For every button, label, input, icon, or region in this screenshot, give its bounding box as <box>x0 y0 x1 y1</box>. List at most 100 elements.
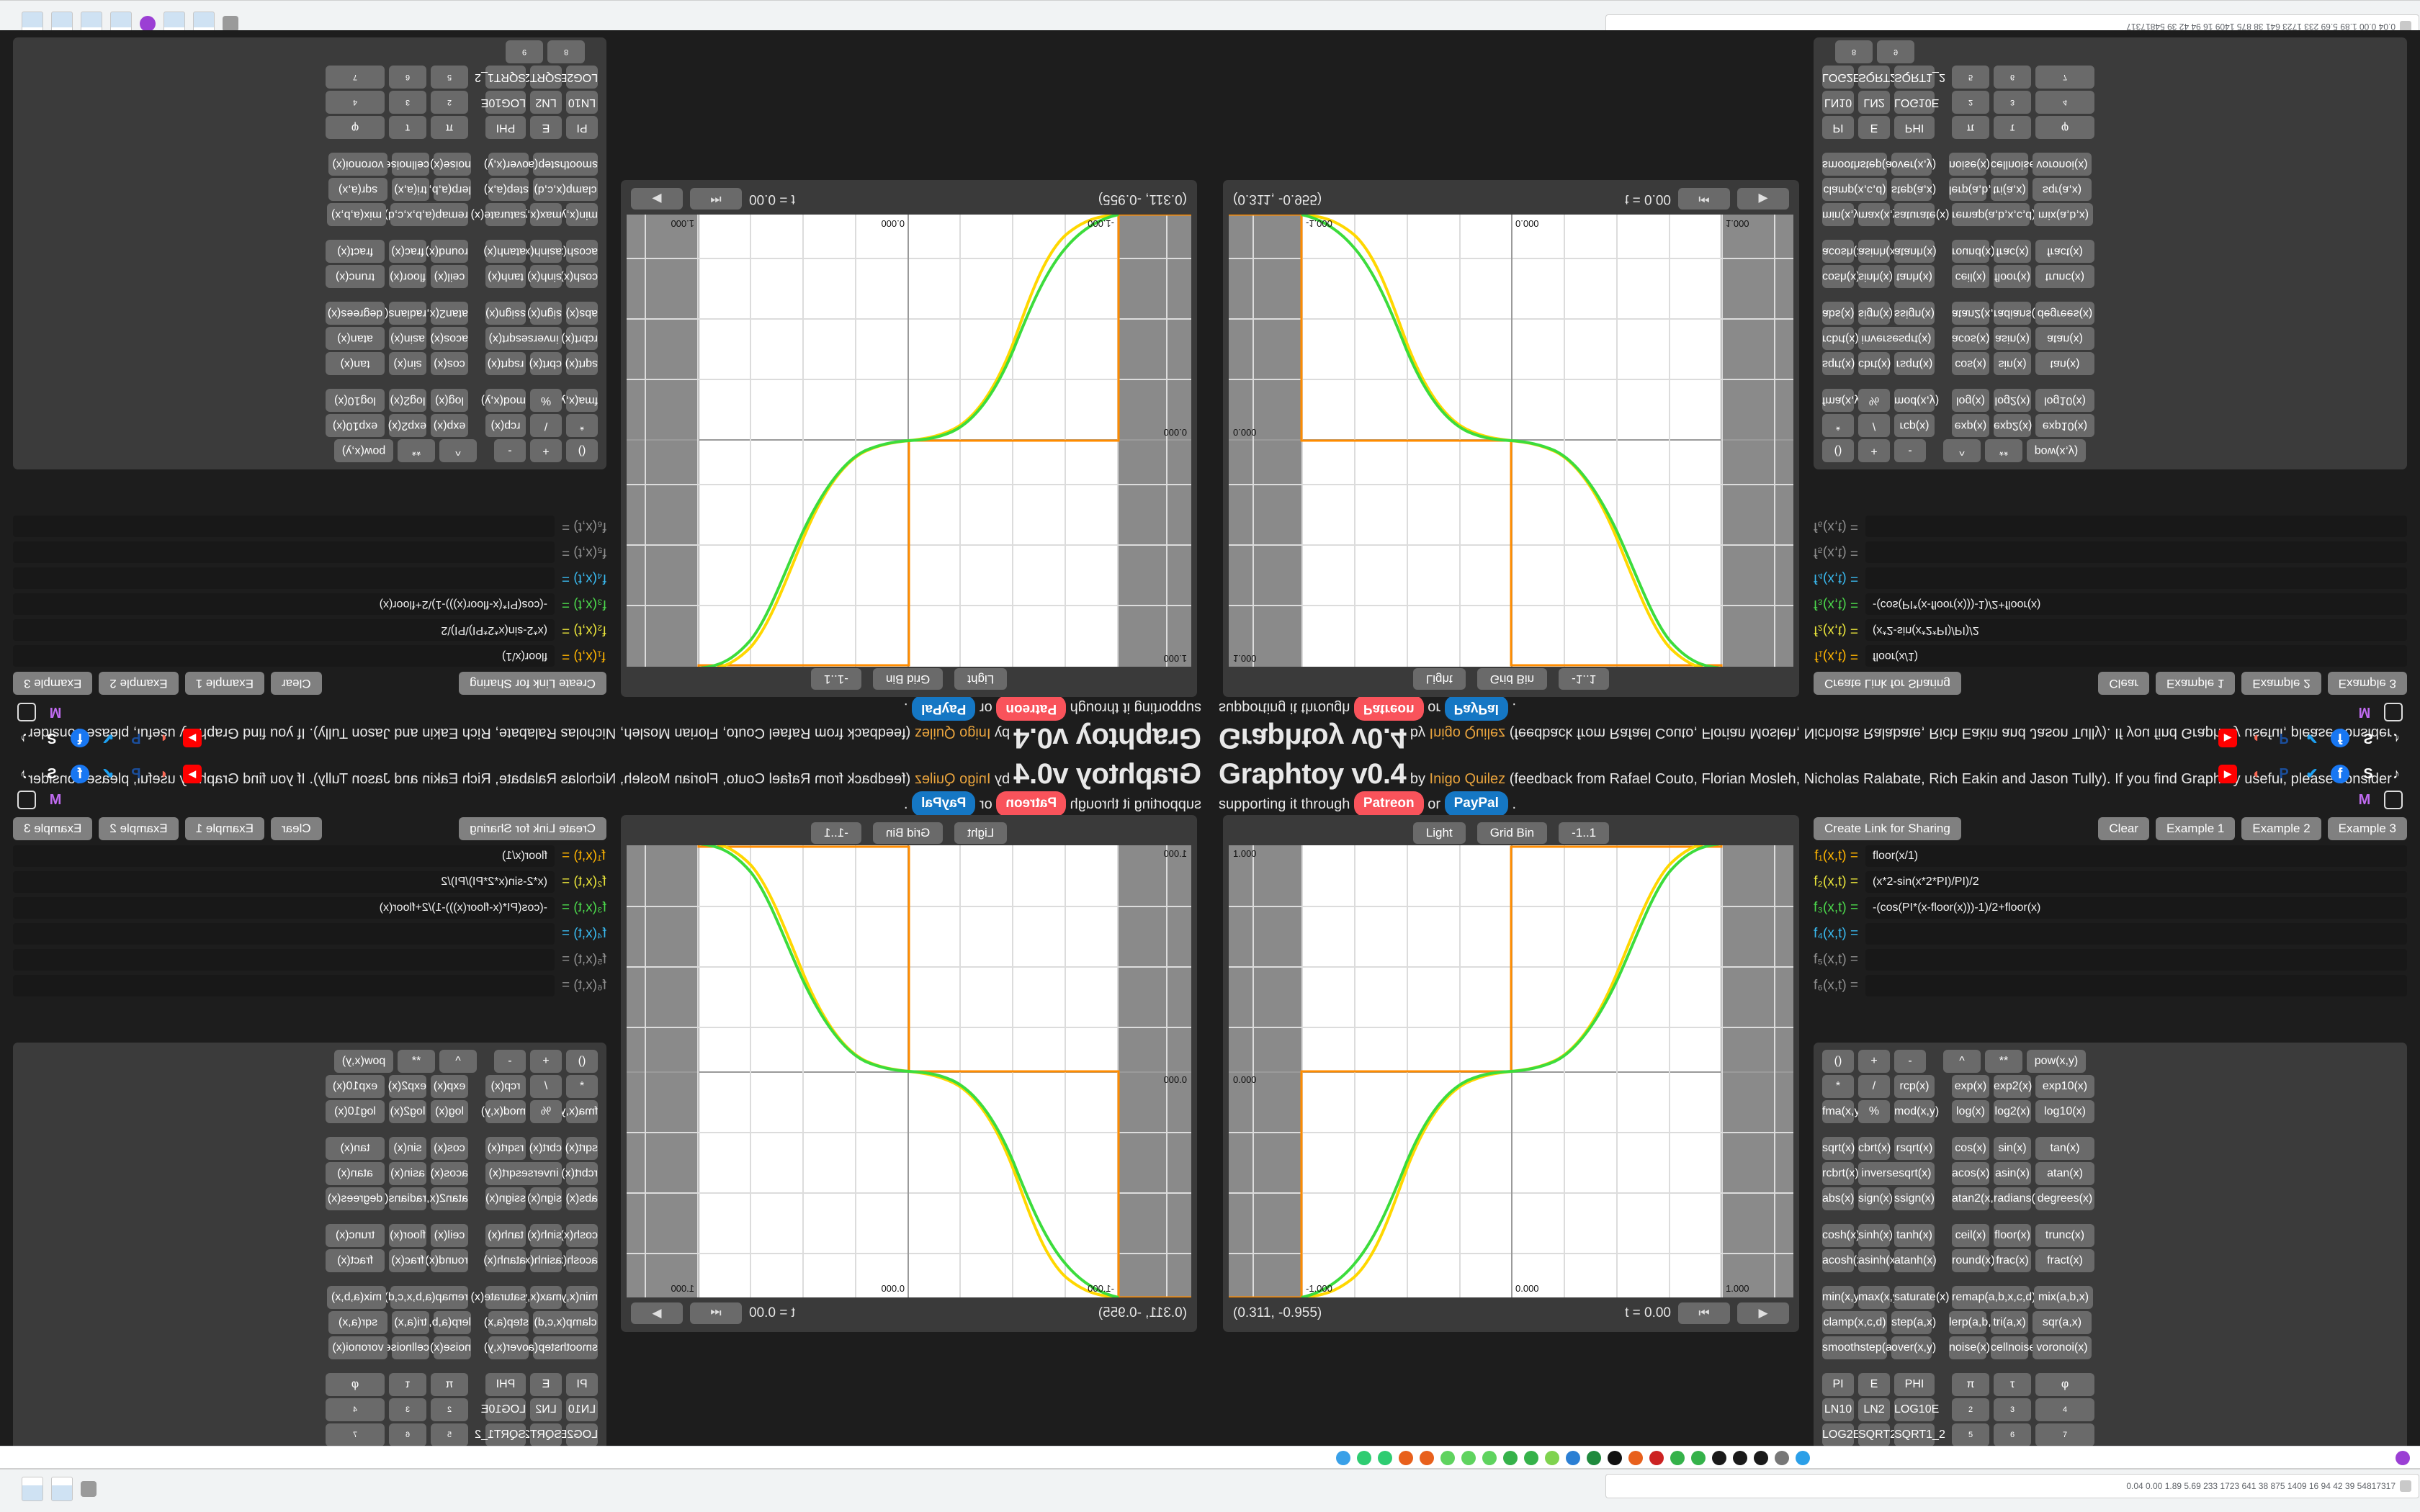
keypad-button-step-a-x-[interactable]: step(a,x) <box>1891 1311 1936 1334</box>
keypad-button-over-x-y-[interactable]: over(x,y) <box>1891 153 1936 176</box>
keypad-button-mod-x-y-[interactable]: mod(x,y) <box>481 389 526 412</box>
author-link[interactable]: Inigo Quilez <box>914 725 991 741</box>
keypad-button-floor-x-[interactable]: floor(x) <box>1994 1224 2031 1247</box>
keypad-button-acosh-x-[interactable]: acosh(x) <box>1822 240 1866 263</box>
twitter-icon[interactable]: ✔ <box>102 730 115 746</box>
formula-input-2[interactable] <box>13 619 555 641</box>
keypad-button-cos-x-[interactable]: cos(x) <box>431 352 468 375</box>
keypad-button-pow-x-y-[interactable]: pow(x,y) <box>2027 439 2086 462</box>
keypad-button-e[interactable]: E <box>530 116 562 139</box>
keypad-button-acosh-x-[interactable]: acosh(x) <box>554 1249 598 1272</box>
keypad-button-exp-x-[interactable]: exp(x) <box>1952 1075 1989 1098</box>
keypad-button-lerp-a-b-x-[interactable]: lerp(a,b,x) <box>419 178 471 201</box>
twitter-icon[interactable]: ✔ <box>2305 766 2318 782</box>
tiktok-icon[interactable]: ♪ <box>2393 730 2400 746</box>
keypad-button-cbrt-x-[interactable]: cbrt(x) <box>529 1137 562 1160</box>
formula-input-3[interactable] <box>13 593 555 615</box>
keypad-button--[interactable]: / <box>530 414 562 437</box>
example-3-button[interactable]: Example 3 <box>13 672 93 695</box>
keypad-button-exp-x-[interactable]: exp(x) <box>431 414 468 437</box>
bookmark-icon-b15[interactable] <box>1628 1451 1643 1465</box>
address-bar-text-bottom[interactable]: 0.04 0.00 1.89 5.69 233 1723 641 38 875 … <box>2126 1481 2396 1491</box>
keypad-button-saturate-x-[interactable]: saturate(x) <box>1894 203 1949 226</box>
bluesky-icon[interactable] <box>2384 703 2403 721</box>
plot-area[interactable]: 1.000 0.000 -1.000 0.000 1.000 <box>627 215 1191 667</box>
keypad-button-over-x-y-[interactable]: over(x,y) <box>484 153 529 176</box>
formula-input-1[interactable] <box>13 645 555 667</box>
keypad-button-mod-x-y-[interactable]: mod(x,y) <box>1894 1100 1939 1123</box>
keypad-button-cellnoise-x-[interactable]: cellnoise(x) <box>1991 1336 2049 1359</box>
keypad-button-rcp-x-[interactable]: rcp(x) <box>485 414 526 437</box>
keypad-button-saturate-x-[interactable]: saturate(x) <box>471 203 526 226</box>
example-1-button[interactable]: Example 1 <box>2156 817 2236 840</box>
keypad-button-8[interactable]: 8 <box>1835 40 1873 63</box>
keypad-button-fma-x-y-z-[interactable]: fma(x,y,z) <box>1822 1100 1872 1123</box>
keypad-button-step-a-x-[interactable]: step(a,x) <box>484 1311 529 1334</box>
keypad-button-round-x-[interactable]: round(x) <box>1952 240 1995 263</box>
twitter-icon[interactable]: ✔ <box>2305 730 2318 746</box>
mastodon-icon[interactable]: M <box>2358 792 2371 808</box>
keypad-button-exp10-x-[interactable]: exp10(x) <box>326 1075 385 1098</box>
keypad-button-cosh-x-[interactable]: cosh(x) <box>560 1224 598 1247</box>
keypad-button-min-x-y-[interactable]: min(x,y) <box>557 1286 598 1309</box>
keypad-button-over-x-y-[interactable]: over(x,y) <box>1891 1336 1936 1359</box>
author-link[interactable]: Inigo Quilez <box>1429 771 1506 787</box>
bookmark-icon-b10[interactable] <box>1524 1451 1538 1465</box>
keypad-button-8[interactable]: 8 <box>547 40 585 63</box>
keypad-button-mix-a-b-x-[interactable]: mix(a,b,x) <box>2034 203 2093 226</box>
keypad-button--[interactable]: τ <box>389 116 426 139</box>
shadertoy-icon[interactable]: S <box>47 730 57 746</box>
grid-mode-button[interactable]: Grid Bin <box>872 822 944 844</box>
keypad-button-tan-x-[interactable]: tan(x) <box>326 352 385 375</box>
keypad-button--[interactable]: () <box>1822 439 1854 462</box>
keypad-button-log10e[interactable]: LOG10E <box>481 91 526 114</box>
keypad-button-degrees-x-[interactable]: degrees(x) <box>326 302 385 325</box>
keypad-button--[interactable]: + <box>530 1050 562 1073</box>
patreon-icon[interactable]: ◖ <box>159 730 169 746</box>
keypad-button-sqr-a-x-[interactable]: sqr(a,x) <box>328 1311 387 1334</box>
keypad-button-sin-x-[interactable]: sin(x) <box>1994 1137 2031 1160</box>
keypad-button-abs-x-[interactable]: abs(x) <box>566 302 598 325</box>
keypad-button-sqrt2[interactable]: SQRT2 <box>524 1423 562 1446</box>
keypad-button-pi[interactable]: PI <box>1822 1373 1854 1396</box>
keypad-button-sqrt1-2[interactable]: SQRT1_2 <box>1894 1423 1945 1446</box>
keypad-button-4[interactable]: 4 <box>326 91 385 114</box>
rewind-button[interactable]: ⏮ <box>690 188 742 210</box>
keypad-button-rcbrt-x-[interactable]: rcbrt(x) <box>561 1162 598 1185</box>
formula-input-6[interactable] <box>13 516 555 537</box>
keypad-button-clamp-x-c-d-[interactable]: clamp(x,c,d) <box>533 178 598 201</box>
keypad-button-pow-x-y-[interactable]: pow(x,y) <box>334 439 393 462</box>
light-toggle-button[interactable]: Light <box>1412 822 1466 844</box>
keypad-button--[interactable]: + <box>1858 439 1890 462</box>
keypad-button-rsqrt-x-[interactable]: rsqrt(x) <box>485 1137 526 1160</box>
keypad-button-ln2[interactable]: LN2 <box>530 91 562 114</box>
keypad-button-6[interactable]: 6 <box>389 1423 426 1446</box>
keypad-button-inversesqrt-x-[interactable]: inversesqrt(x) <box>1858 1162 1935 1185</box>
keypad-button-radians-x-[interactable]: radians(x) <box>375 1187 426 1210</box>
keypad-button-smoothstep-a-b-x-[interactable]: smoothstep(a,b,x) <box>1822 1336 1914 1359</box>
keypad-button-log2-x-[interactable]: log2(x) <box>389 389 426 412</box>
keypad-button-fma-x-y-z-[interactable]: fma(x,y,z) <box>1822 389 1872 412</box>
bookmark-icon-b6[interactable] <box>1440 1451 1455 1465</box>
keypad-button-frac-x-[interactable]: frac(x) <box>1994 1249 2031 1272</box>
keypad-button-atan-x-[interactable]: atan(x) <box>2035 1162 2094 1185</box>
keypad-button-asin-x-[interactable]: asin(x) <box>1994 327 2031 350</box>
patreon-button[interactable]: Patreon <box>996 696 1067 721</box>
keypad-button--[interactable]: φ <box>2035 116 2094 139</box>
range-button[interactable]: -1..1 <box>1559 668 1610 690</box>
light-toggle-button[interactable]: Light <box>1412 668 1466 690</box>
keypad-button-frac-x-[interactable]: frac(x) <box>1994 240 2031 263</box>
paypal-icon[interactable]: P <box>131 766 141 782</box>
keypad-button-max-x-y-[interactable]: max(x,y) <box>1858 1286 1902 1309</box>
keypad-button-cosh-x-[interactable]: cosh(x) <box>1822 1224 1860 1247</box>
keypad-button-tanh-x-[interactable]: tanh(x) <box>485 265 526 288</box>
rewind-button[interactable]: ⏮ <box>1678 188 1730 210</box>
keypad-button--[interactable]: φ <box>2035 1373 2094 1396</box>
keypad-button-rcbrt-x-[interactable]: rcbrt(x) <box>561 327 598 350</box>
patreon-icon[interactable]: ◖ <box>159 766 169 782</box>
keypad-button-ssign-x-[interactable]: ssign(x) <box>1894 1187 1935 1210</box>
keypad-button-step-a-x-[interactable]: step(a,x) <box>484 178 529 201</box>
keypad-button-log10e[interactable]: LOG10E <box>481 1398 526 1421</box>
bookmark-icon-b16[interactable] <box>1649 1451 1664 1465</box>
range-button[interactable]: -1..1 <box>810 822 861 844</box>
